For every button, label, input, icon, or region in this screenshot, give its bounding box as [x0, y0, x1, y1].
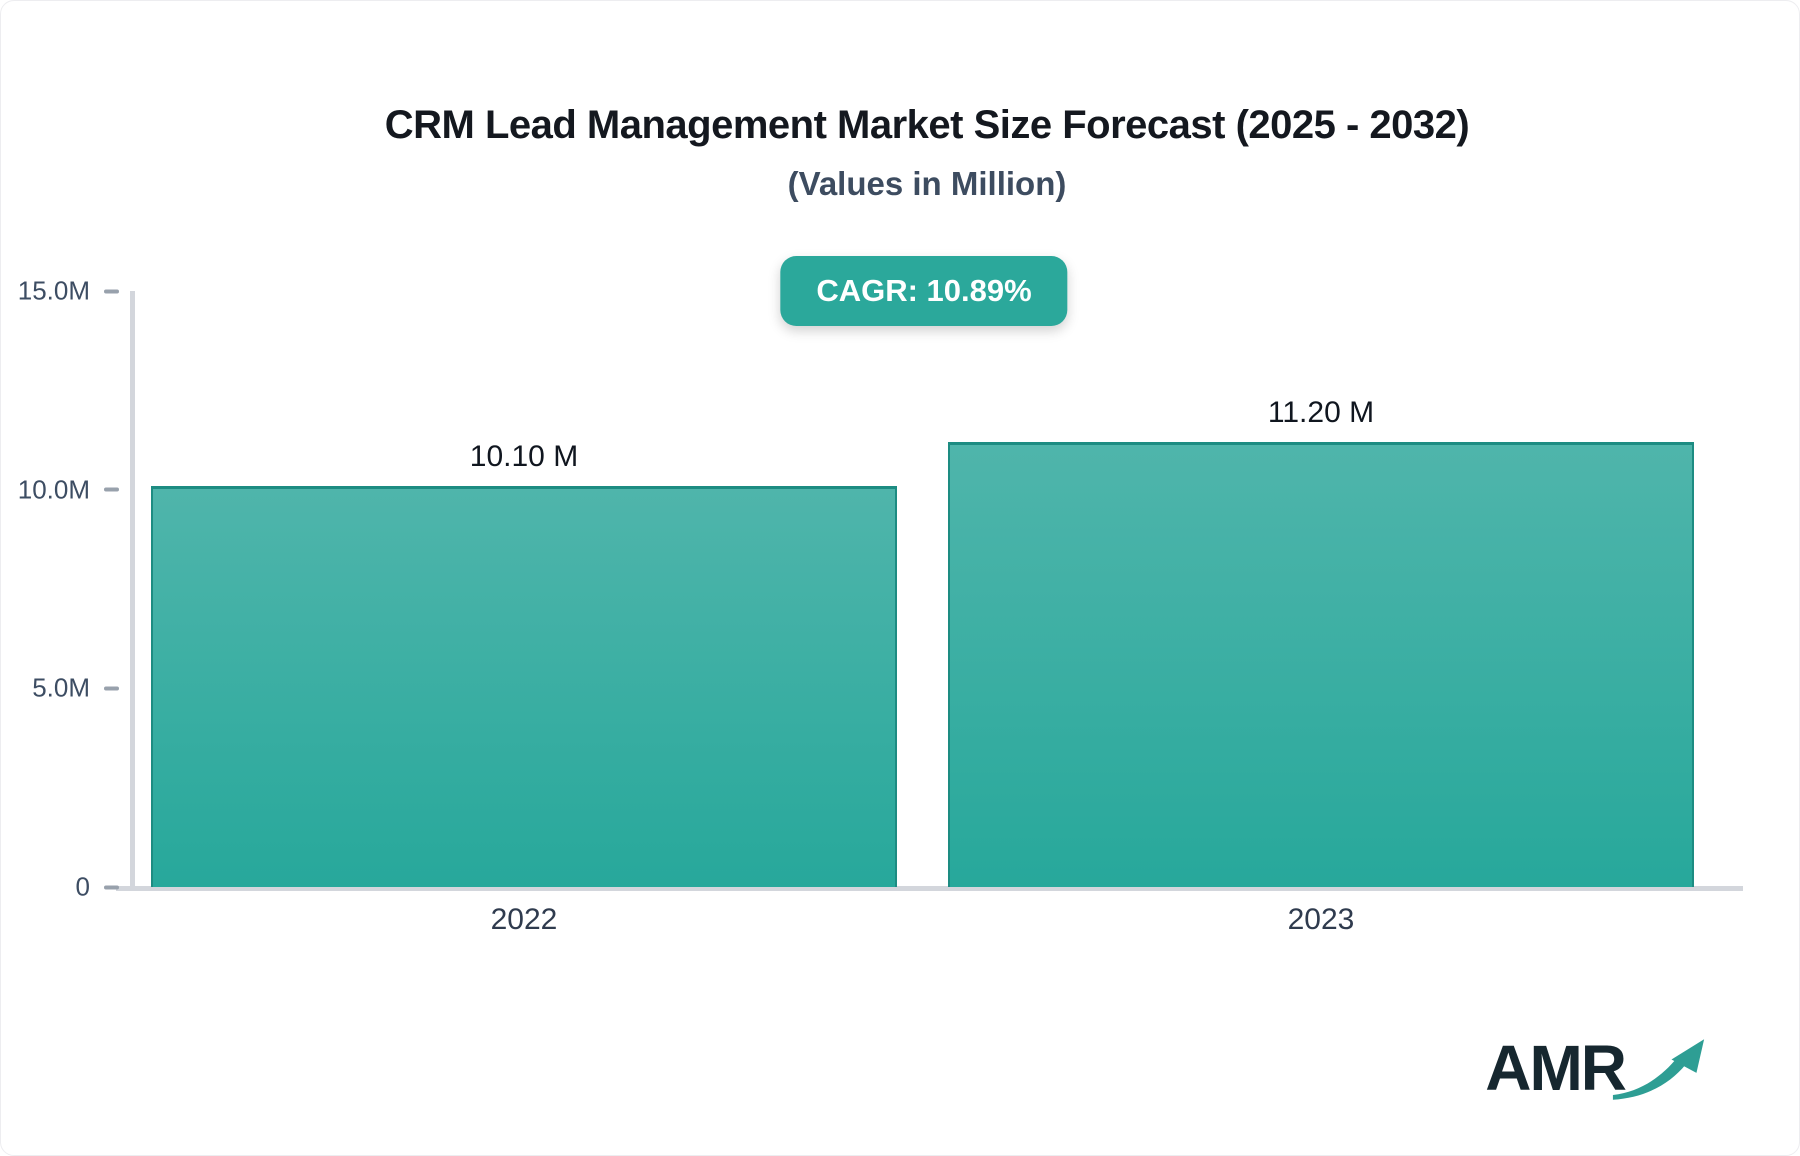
- bar-value-label-2023: 11.20 M: [1267, 396, 1375, 429]
- y-tick-15m: 15.0M: [1, 276, 119, 307]
- x-axis-label-2022: 2022: [490, 903, 558, 936]
- chart-subtitle: (Values in Million): [787, 165, 1067, 202]
- tick-mark: [104, 885, 119, 889]
- y-tick-5m: 5.0M: [1, 673, 119, 704]
- tick-mark: [104, 686, 119, 691]
- x-axis-line: [116, 886, 1743, 891]
- y-tick-10m: 10.0M: [1, 474, 119, 505]
- amr-logo-text: AMR: [1485, 1032, 1627, 1104]
- x-axis-label-2023: 2023: [1287, 903, 1355, 936]
- y-axis-line: [130, 291, 135, 890]
- y-tick-label: 10.0M: [17, 474, 90, 505]
- amr-logo: AMR: [1485, 1031, 1707, 1105]
- tick-mark: [104, 289, 119, 293]
- bar-group-2022: 10.10 M 2022: [151, 291, 897, 936]
- y-tick-label: 5.0M: [32, 672, 90, 703]
- bar-value-label-2022: 10.10 M: [469, 440, 579, 473]
- y-tick-label: 0: [75, 871, 90, 902]
- growth-arrow-icon: [1612, 1039, 1705, 1100]
- y-tick-0: 0: [1, 872, 119, 903]
- chart-title: CRM Lead Management Market Size Forecast…: [384, 103, 1470, 147]
- bar-group-2023: 11.20 M 2023: [948, 291, 1694, 936]
- cagr-badge: CAGR: 10.89%: [780, 256, 1068, 326]
- tick-mark: [104, 487, 119, 492]
- bar-2022[interactable]: [151, 486, 897, 887]
- bar-2023[interactable]: [948, 442, 1694, 887]
- y-tick-label: 15.0M: [17, 275, 90, 306]
